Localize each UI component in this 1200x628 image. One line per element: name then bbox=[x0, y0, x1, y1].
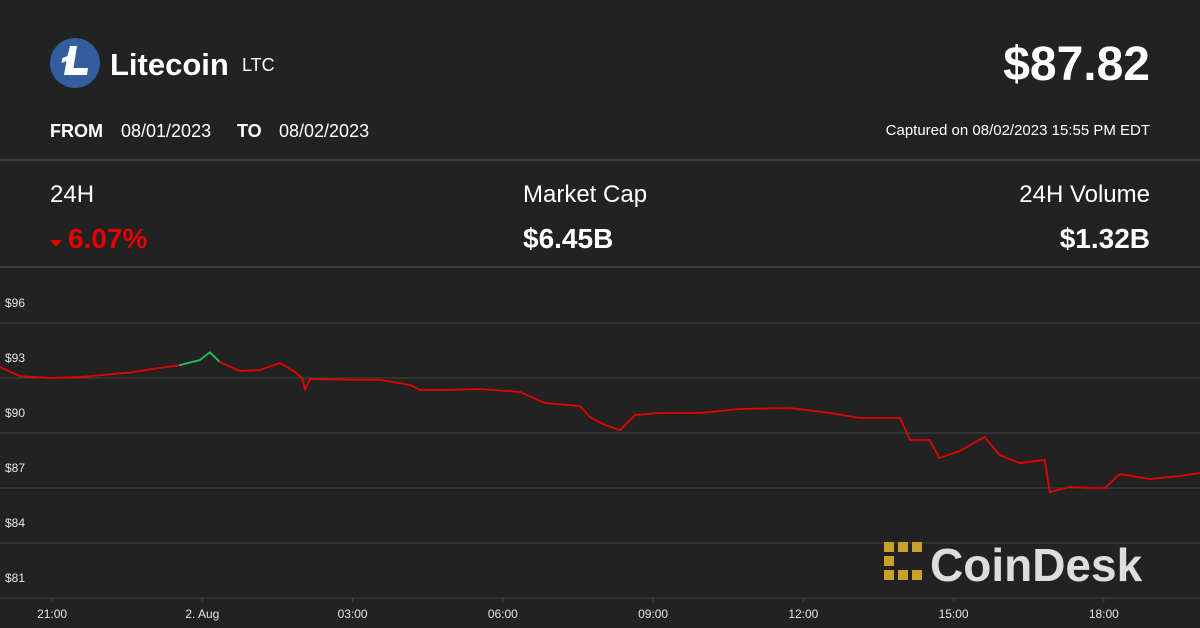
price-segment bbox=[544, 402, 581, 407]
price-segment bbox=[938, 450, 961, 459]
price-segment bbox=[129, 367, 162, 374]
y-tick-label: $87 bbox=[5, 461, 25, 475]
captured-time: Captured on 08/02/2023 15:55 PM EDT bbox=[886, 122, 1150, 139]
price-segment bbox=[259, 362, 281, 371]
coin-name: Litecoin bbox=[110, 47, 229, 82]
stat-value: $1.32B bbox=[1060, 223, 1150, 254]
y-tick-label: $93 bbox=[5, 351, 25, 365]
price-segment bbox=[49, 376, 82, 379]
price-segment bbox=[1103, 473, 1121, 489]
price-segment bbox=[99, 371, 132, 377]
logo bbox=[50, 38, 100, 88]
price-segment bbox=[828, 412, 861, 419]
x-tick-label: 15:00 bbox=[939, 607, 969, 621]
price-segment bbox=[983, 436, 1001, 456]
price-segment bbox=[788, 407, 831, 414]
from-label: FROM bbox=[50, 121, 103, 141]
price-segment bbox=[218, 361, 241, 372]
y-tick-label: $84 bbox=[5, 516, 25, 530]
x-tick-label: 21:00 bbox=[37, 607, 67, 621]
price-segment bbox=[478, 388, 521, 393]
price-segment bbox=[928, 439, 941, 459]
from-date: 08/01/2023 bbox=[121, 121, 211, 141]
x-tick-label: 03:00 bbox=[338, 607, 368, 621]
x-tick-label: 06:00 bbox=[488, 607, 518, 621]
price-segment bbox=[1018, 459, 1046, 464]
price-segment bbox=[294, 371, 303, 379]
price-segment bbox=[208, 351, 221, 363]
price-segment bbox=[238, 369, 261, 372]
price-segment bbox=[198, 351, 211, 361]
price-segment bbox=[301, 377, 306, 391]
price-segment bbox=[448, 388, 481, 391]
price-segment bbox=[998, 454, 1021, 464]
price-segment bbox=[619, 414, 636, 431]
price-segment bbox=[1118, 473, 1151, 480]
stat-label: 24H bbox=[50, 181, 94, 208]
down-arrow bbox=[50, 240, 62, 247]
to-label: TO bbox=[237, 121, 262, 141]
price-segment bbox=[19, 375, 51, 379]
price-segment bbox=[279, 362, 296, 373]
price-segment bbox=[589, 416, 606, 426]
price: $87.82 bbox=[1003, 38, 1150, 91]
watermark: CoinDesk bbox=[930, 539, 1143, 591]
stat-label: 24H Volume bbox=[1019, 181, 1150, 208]
price-segment bbox=[698, 408, 741, 414]
price-segment bbox=[1068, 486, 1091, 489]
price-segment bbox=[304, 378, 311, 391]
watermark-icon bbox=[884, 542, 922, 580]
price-segment bbox=[79, 374, 102, 378]
price-segment bbox=[1179, 472, 1200, 477]
price-segment bbox=[899, 417, 911, 441]
stat-value: $6.45B bbox=[523, 223, 613, 254]
price-segment bbox=[1149, 475, 1181, 480]
x-tick-label: 18:00 bbox=[1089, 607, 1119, 621]
y-tick-label: $90 bbox=[5, 406, 25, 420]
stat-label: Market Cap bbox=[523, 181, 647, 208]
x-tick-label: 2. Aug bbox=[185, 607, 219, 621]
price-segment bbox=[409, 384, 422, 391]
price-segment bbox=[159, 364, 181, 369]
price-segment bbox=[309, 378, 351, 381]
x-tick-label: 12:00 bbox=[788, 607, 818, 621]
price-segment bbox=[518, 391, 546, 404]
x-tick-label: 09:00 bbox=[638, 607, 668, 621]
price-segment bbox=[634, 412, 662, 416]
price-segment bbox=[604, 424, 621, 431]
y-tick-label: $96 bbox=[5, 296, 25, 310]
price-segment bbox=[1048, 486, 1071, 493]
price-segment bbox=[379, 378, 412, 386]
price-segment bbox=[1043, 459, 1051, 493]
price-segment bbox=[579, 405, 591, 418]
coin-symbol: LTC bbox=[242, 55, 275, 75]
y-tick-label: $81 bbox=[5, 571, 25, 585]
price-segment bbox=[178, 359, 201, 367]
price-segment bbox=[738, 407, 791, 410]
price-segment bbox=[958, 436, 986, 452]
to-date: 08/02/2023 bbox=[279, 121, 369, 141]
plot: $81 $84 $87 $90 $93 $96 21:00 2. Aug 03:00 06:00 0… bbox=[0, 296, 1200, 621]
price-segment bbox=[0, 366, 21, 378]
stat-value: 6.07% bbox=[68, 223, 147, 254]
